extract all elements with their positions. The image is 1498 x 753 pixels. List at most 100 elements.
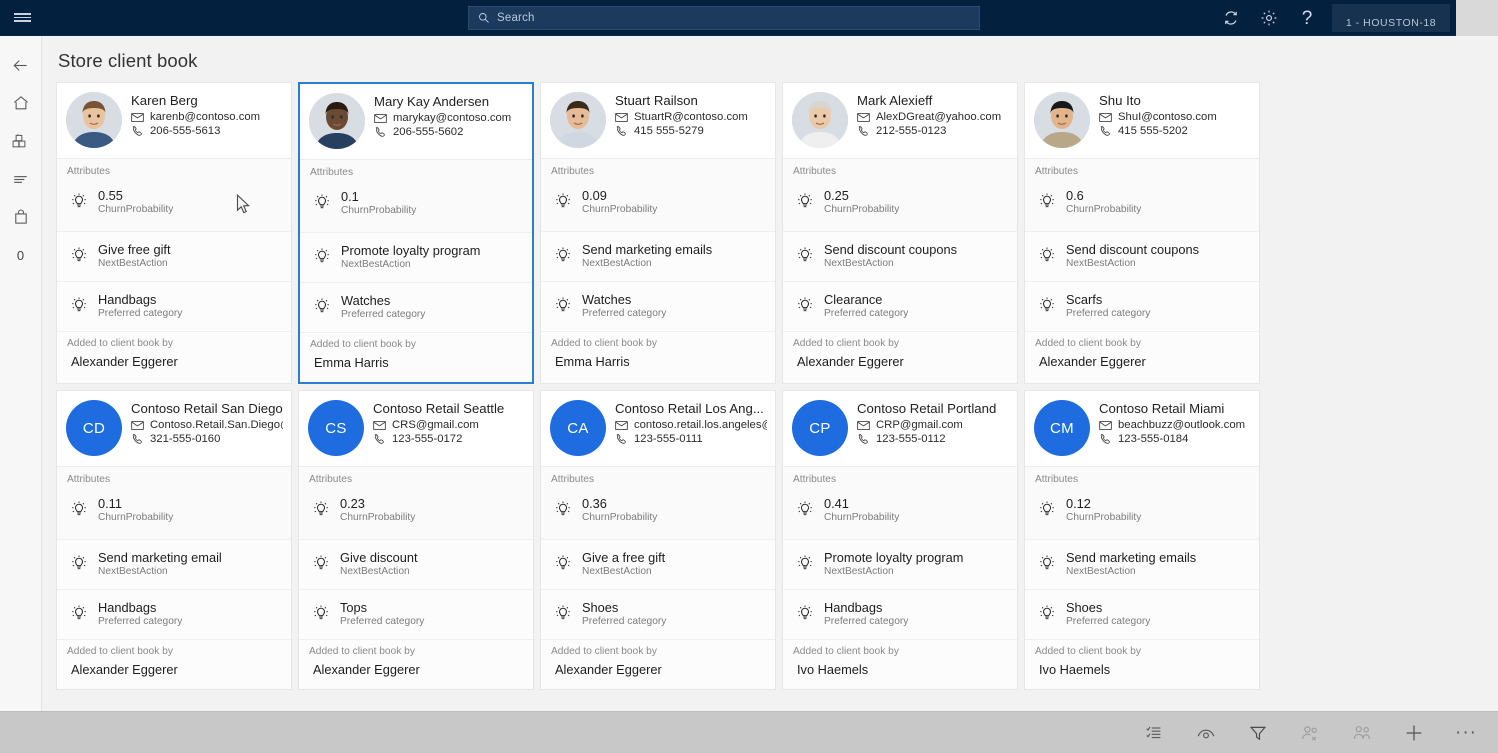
client-email-row[interactable]: beachbuzz@outlook.com (1099, 419, 1251, 431)
add-icon[interactable] (1388, 712, 1440, 753)
more-ellipsis-icon[interactable]: ··· (1440, 712, 1492, 753)
gear-icon[interactable] (1250, 0, 1288, 36)
client-email-row[interactable]: contoso.retail.los.angeles@cust (615, 419, 767, 431)
attribute-preferred-category[interactable]: Scarfs Preferred category (1025, 281, 1259, 331)
churn-key: ChurnProbability (1066, 512, 1142, 524)
attribute-next-best-action[interactable]: Promote loyalty program NextBestAction (783, 539, 1017, 589)
back-arrow-icon[interactable] (0, 46, 42, 84)
client-email-row[interactable]: Contoso.Retail.San.Diego@cust (131, 419, 283, 431)
attribute-churn[interactable]: 0.23 ChurnProbability (299, 489, 533, 539)
attribute-churn[interactable]: 0.36 ChurnProbability (541, 489, 775, 539)
added-by-label: Added to client book by (300, 332, 532, 353)
client-email-row[interactable]: CRS@gmail.com (373, 419, 525, 431)
client-phone-row[interactable]: 206-555-5613 (131, 125, 283, 137)
avatar-initials: CD (66, 400, 122, 456)
attribute-next-best-action[interactable]: Send discount coupons NextBestAction (1025, 231, 1259, 281)
nba-key: NextBestAction (582, 566, 652, 578)
email-icon (1099, 112, 1112, 122)
attribute-preferred-category[interactable]: Handbags Preferred category (57, 281, 291, 331)
assign-people-icon[interactable] (1336, 712, 1388, 753)
attribute-churn[interactable]: 0.6 ChurnProbability (1025, 181, 1259, 231)
top-right-actions: ? 1 - HOUSTON-18 (1212, 0, 1498, 36)
attribute-churn[interactable]: 0.25 ChurnProbability (783, 181, 1017, 231)
attribute-preferred-category[interactable]: Handbags Preferred category (57, 589, 291, 639)
attribute-next-best-action[interactable]: Send marketing emails NextBestAction (541, 231, 775, 281)
client-card[interactable]: CA Contoso Retail Los Ang... contoso.retai… (540, 390, 776, 690)
client-card[interactable]: Shu Ito ShuI@contoso.com 415 555-5202 Attri… (1024, 82, 1260, 384)
attribute-preferred-category[interactable]: Watches Preferred category (300, 282, 532, 332)
attribute-churn[interactable]: 0.11 ChurnProbability (57, 489, 291, 539)
client-card[interactable]: Mary Kay Andersen marykay@contoso.com 206-… (298, 82, 534, 384)
client-card[interactable]: CP Contoso Retail Portland CRP@gmail.com 12… (782, 390, 1018, 690)
client-email-row[interactable]: StuartR@contoso.com (615, 111, 767, 123)
lightbulb-icon (1040, 500, 1054, 515)
client-card[interactable]: CM Contoso Retail Miami beachbuzz@outlook.… (1024, 390, 1260, 690)
attribute-next-best-action[interactable]: Promote loyalty program NextBestAction (300, 232, 532, 282)
attribute-preferred-category[interactable]: Handbags Preferred category (783, 589, 1017, 639)
nba-key: NextBestAction (824, 258, 894, 270)
client-email-row[interactable]: CRP@gmail.com (857, 419, 1009, 431)
client-phone-row[interactable]: 212-555-0123 (857, 125, 1009, 137)
phone-icon-wrap (373, 433, 386, 445)
products-cubes-icon[interactable] (0, 122, 42, 160)
client-phone-row[interactable]: 123-555-0172 (373, 433, 525, 445)
hamburger-menu-icon[interactable] (0, 0, 44, 36)
attribute-next-best-action[interactable]: Send marketing emails NextBestAction (1025, 539, 1259, 589)
client-email: ShuI@contoso.com (1118, 111, 1217, 123)
cart-count[interactable]: 0 (16, 247, 25, 263)
added-by-label: Added to client book by (541, 331, 775, 352)
attribute-churn[interactable]: 0.12 ChurnProbability (1025, 489, 1259, 539)
attribute-preferred-category[interactable]: Shoes Preferred category (1025, 589, 1259, 639)
avatar-initials: CP (792, 400, 848, 456)
client-email: CRP@gmail.com (876, 419, 963, 431)
attribute-churn[interactable]: 0.1 ChurnProbability (300, 182, 532, 232)
nba-key: NextBestAction (340, 566, 410, 578)
client-phone-row[interactable]: 321-555-0160 (131, 433, 283, 445)
attribute-preferred-category[interactable]: Tops Preferred category (299, 589, 533, 639)
client-email-row[interactable]: AlexDGreat@yahoo.com (857, 111, 1009, 123)
user-avatar[interactable] (1456, 0, 1498, 36)
client-phone-row[interactable]: 123-555-0111 (615, 433, 767, 445)
phone-icon (375, 127, 385, 137)
search-input[interactable]: Search (468, 6, 980, 30)
sort-list-icon[interactable] (1128, 712, 1180, 753)
attribute-preferred-category[interactable]: Watches Preferred category (541, 281, 775, 331)
attribute-churn[interactable]: 0.09 ChurnProbability (541, 181, 775, 231)
attribute-next-best-action[interactable]: Give a free gift NextBestAction (541, 539, 775, 589)
client-card[interactable]: Stuart Railson StuartR@contoso.com 415 555… (540, 82, 776, 384)
client-identity: Contoso Retail Los Ang... contoso.retail.… (615, 400, 767, 445)
client-phone-row[interactable]: 123-555-0112 (857, 433, 1009, 445)
store-selector[interactable]: 1 - HOUSTON-18 (1332, 4, 1450, 32)
shopping-bag-icon[interactable] (0, 198, 42, 236)
lightbulb-icon (315, 193, 329, 208)
refresh-icon[interactable] (1212, 0, 1250, 36)
client-email-row[interactable]: ShuI@contoso.com (1099, 111, 1251, 123)
view-eye-icon[interactable] (1180, 712, 1232, 753)
attribute-next-best-action[interactable]: Send marketing email NextBestAction (57, 539, 291, 589)
list-lines-icon[interactable] (0, 160, 42, 198)
client-email-row[interactable]: karenb@contoso.com (131, 111, 283, 123)
remove-person-icon[interactable] (1284, 712, 1336, 753)
attribute-churn[interactable]: 0.55 ChurnProbability (57, 181, 291, 231)
help-question-icon[interactable]: ? (1288, 0, 1326, 36)
attribute-next-best-action[interactable]: Give discount NextBestAction (299, 539, 533, 589)
attribute-next-best-action[interactable]: Send discount coupons NextBestAction (783, 231, 1017, 281)
filter-funnel-icon[interactable] (1232, 712, 1284, 753)
client-phone-row[interactable]: 415 555-5202 (1099, 125, 1251, 137)
client-card[interactable]: CD Contoso Retail San Diego Contoso.Retail… (56, 390, 292, 690)
preferred-key: Preferred category (582, 308, 667, 320)
client-phone-row[interactable]: 123-555-0184 (1099, 433, 1251, 445)
client-card[interactable]: CS Contoso Retail Seattle CRS@gmail.com 123… (298, 390, 534, 690)
home-icon[interactable] (0, 84, 42, 122)
attribute-preferred-category[interactable]: Shoes Preferred category (541, 589, 775, 639)
client-card[interactable]: Mark Alexieff AlexDGreat@yahoo.com 212-555… (782, 82, 1018, 384)
client-card[interactable]: Karen Berg karenb@contoso.com 206-555-5613… (56, 82, 292, 384)
attribute-churn[interactable]: 0.41 ChurnProbability (783, 489, 1017, 539)
avatar-photo (792, 92, 848, 148)
client-email-row[interactable]: marykay@contoso.com (374, 112, 524, 124)
email-icon-wrap (1099, 420, 1112, 431)
client-phone-row[interactable]: 206-555-5602 (374, 126, 524, 138)
client-phone-row[interactable]: 415 555-5279 (615, 125, 767, 137)
attribute-preferred-category[interactable]: Clearance Preferred category (783, 281, 1017, 331)
attribute-next-best-action[interactable]: Give free gift NextBestAction (57, 231, 291, 281)
